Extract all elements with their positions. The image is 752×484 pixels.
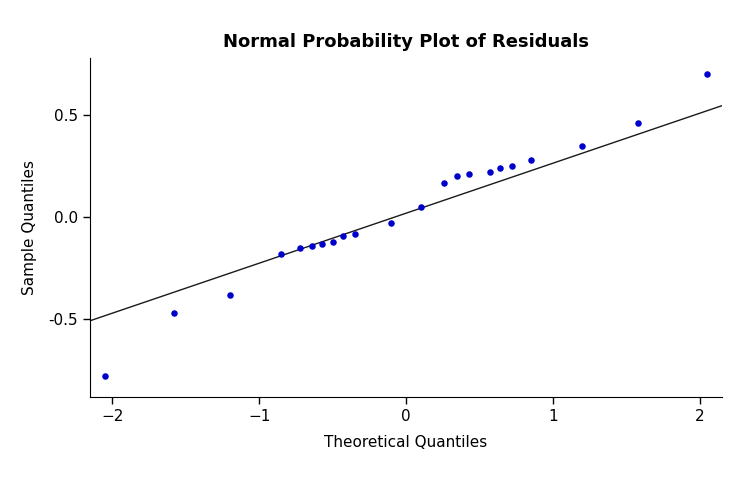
Point bbox=[701, 71, 713, 78]
Point bbox=[484, 168, 496, 176]
Point bbox=[451, 173, 463, 181]
Point bbox=[525, 156, 537, 164]
X-axis label: Theoretical Quantiles: Theoretical Quantiles bbox=[324, 436, 488, 451]
Point bbox=[294, 244, 306, 252]
Point bbox=[415, 203, 427, 211]
Point bbox=[438, 179, 450, 186]
Point bbox=[576, 142, 588, 150]
Point bbox=[337, 232, 349, 240]
Point bbox=[168, 309, 180, 317]
Y-axis label: Sample Quantiles: Sample Quantiles bbox=[22, 160, 37, 295]
Point bbox=[349, 230, 361, 238]
Point bbox=[494, 165, 506, 172]
Point bbox=[224, 291, 236, 299]
Point bbox=[99, 373, 111, 380]
Point bbox=[326, 238, 338, 246]
Point bbox=[306, 242, 318, 250]
Point bbox=[632, 120, 644, 127]
Point bbox=[506, 162, 518, 170]
Point bbox=[275, 250, 287, 258]
Point bbox=[385, 220, 397, 227]
Point bbox=[463, 170, 475, 178]
Point bbox=[317, 240, 329, 248]
Title: Normal Probability Plot of Residuals: Normal Probability Plot of Residuals bbox=[223, 33, 589, 51]
